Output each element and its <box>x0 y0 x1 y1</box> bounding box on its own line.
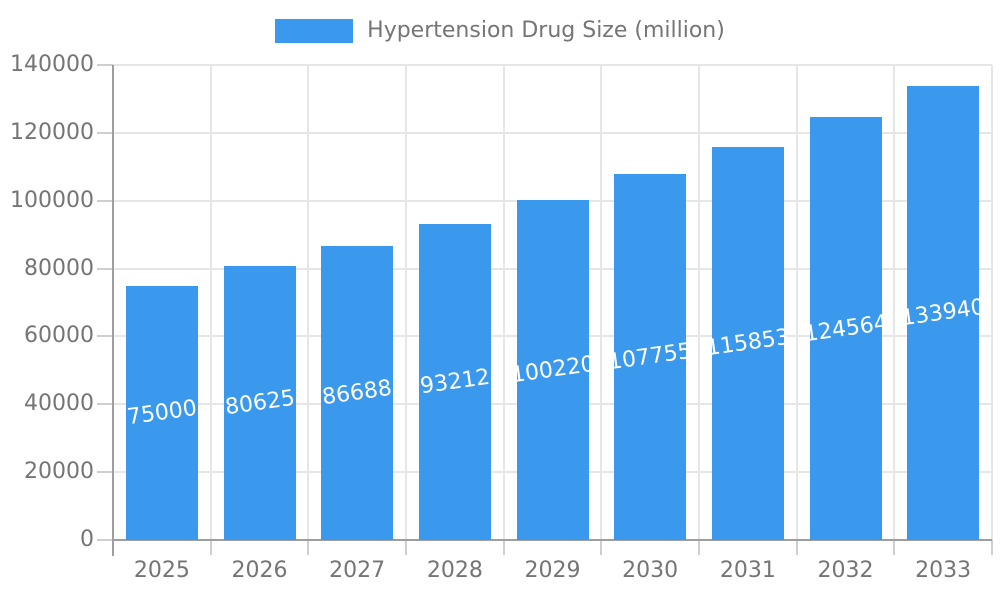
y-axis-label: 80000 <box>24 255 94 281</box>
x-axis-tick <box>893 540 896 555</box>
x-axis-tick <box>600 540 603 555</box>
legend-swatch-icon <box>275 18 354 43</box>
bar-2033[interactable] <box>907 85 980 540</box>
y-axis-label: 140000 <box>10 52 94 77</box>
x-gridline <box>795 65 798 540</box>
y-axis-label: 100000 <box>10 187 94 213</box>
x-gridline <box>209 65 212 540</box>
y-axis-tick <box>97 335 113 338</box>
x-axis-tick <box>209 540 212 555</box>
x-gridline <box>405 65 407 540</box>
x-axis-tick <box>502 540 505 555</box>
y-axis-tick <box>97 267 113 270</box>
x-axis-line <box>113 539 992 541</box>
x-axis-tick <box>307 540 310 555</box>
y-axis-label: 0 <box>80 527 94 552</box>
y-axis-label: 40000 <box>24 391 94 417</box>
x-axis-label: 2029 <box>524 558 581 583</box>
y-axis-label: 60000 <box>24 323 94 349</box>
y-axis-tick <box>97 539 113 541</box>
x-axis-label: 2031 <box>719 558 776 583</box>
x-axis-label: 2025 <box>133 558 190 583</box>
x-gridline <box>307 65 310 540</box>
x-gridline <box>600 65 603 540</box>
y-axis-tick <box>97 131 113 134</box>
x-axis-label: 2026 <box>231 558 288 583</box>
x-gridline <box>893 65 896 540</box>
bar-2028[interactable] <box>418 223 491 540</box>
x-axis-tick <box>991 540 993 555</box>
y-gridline <box>113 64 992 66</box>
x-gridline <box>502 65 505 540</box>
x-axis-tick <box>795 540 798 555</box>
bar-2029[interactable] <box>516 199 589 540</box>
x-axis-label: 2030 <box>622 558 679 583</box>
bar-2031[interactable] <box>711 146 784 540</box>
bar-2027[interactable] <box>321 245 394 540</box>
x-axis-label: 2027 <box>329 558 386 583</box>
x-axis-label: 2033 <box>915 558 972 583</box>
x-axis-label: 2028 <box>426 558 483 583</box>
bar-2026[interactable] <box>223 266 296 540</box>
x-axis-tick <box>405 540 407 555</box>
bar-2032[interactable] <box>809 117 882 540</box>
x-axis-label: 2032 <box>817 558 874 583</box>
bar-2030[interactable] <box>614 174 687 540</box>
bar-2025[interactable] <box>125 285 198 540</box>
y-gridline <box>113 131 992 134</box>
y-axis-tick <box>97 471 113 474</box>
y-axis-line <box>112 65 114 556</box>
legend-label: Hypertension Drug Size (million) <box>367 18 725 43</box>
x-axis-tick <box>698 540 700 555</box>
x-gridline <box>698 65 700 540</box>
y-axis-tick <box>97 199 113 202</box>
x-gridline <box>991 65 993 540</box>
legend-item[interactable]: Hypertension Drug Size (million) <box>0 18 1000 43</box>
y-axis-label: 120000 <box>10 119 94 145</box>
y-axis-label: 20000 <box>24 459 94 485</box>
y-axis-tick <box>97 64 113 66</box>
y-axis-tick <box>97 403 113 406</box>
